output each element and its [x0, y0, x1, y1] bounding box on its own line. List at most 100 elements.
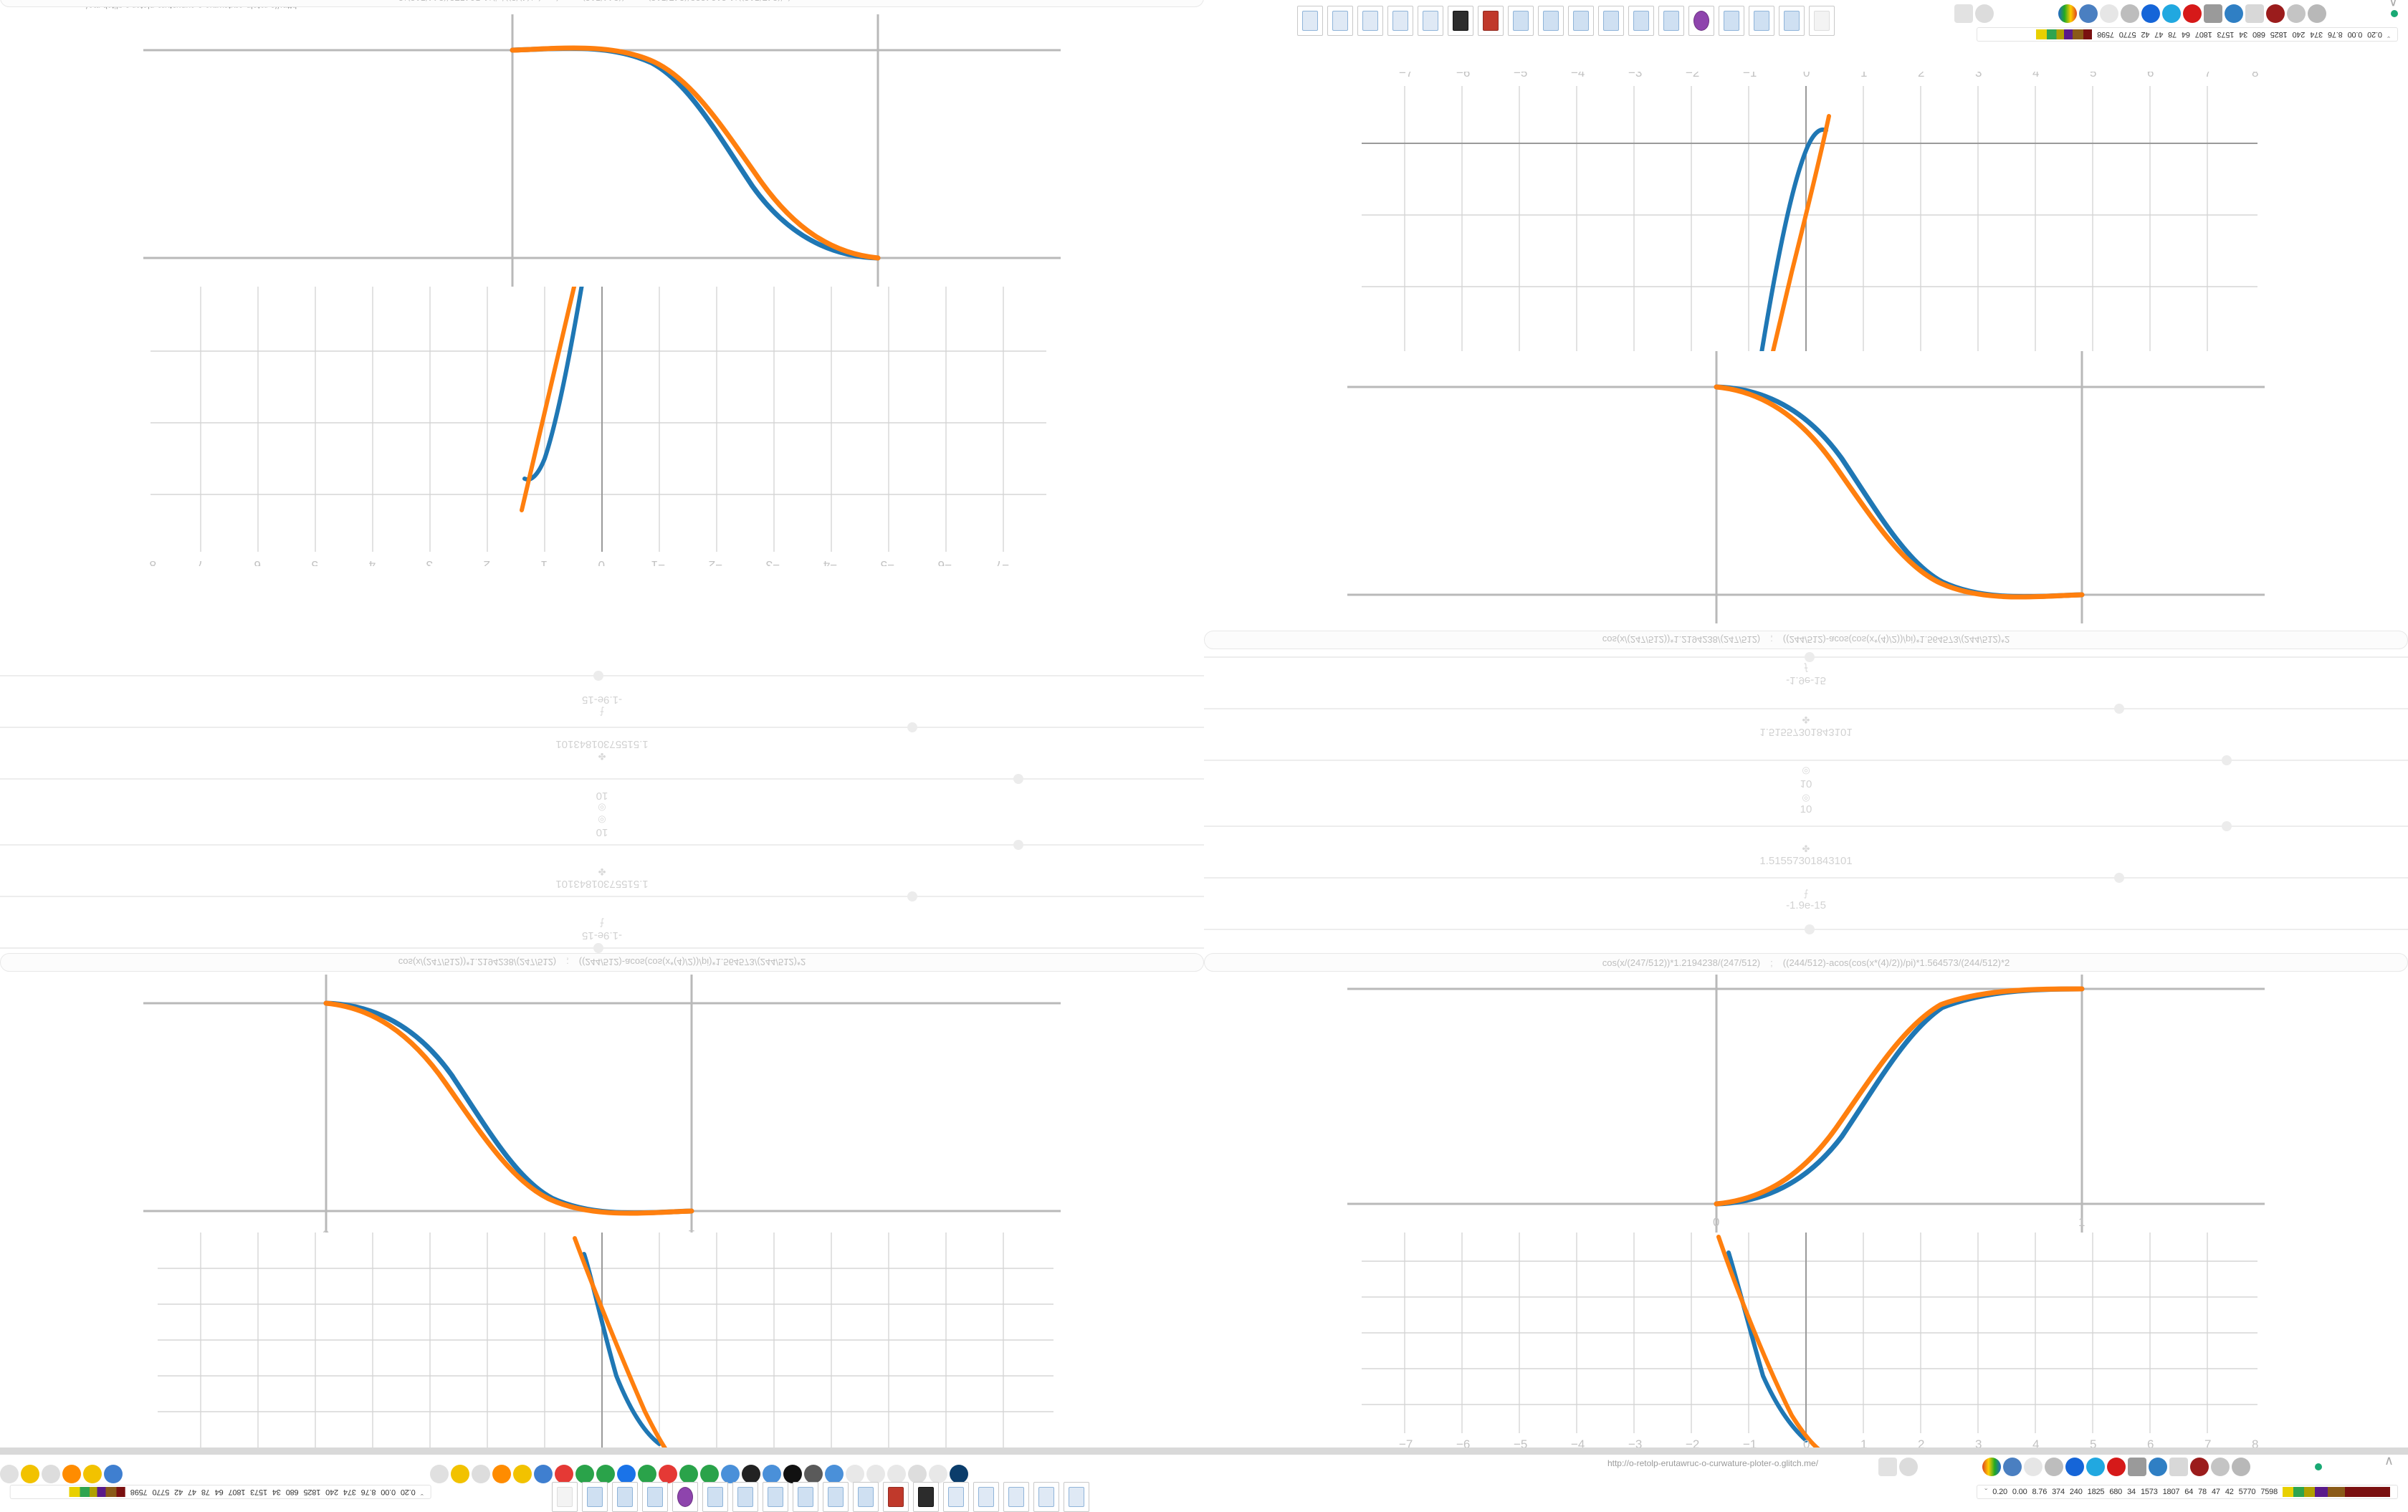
- grid-icon[interactable]: [104, 1465, 123, 1483]
- extension-toolbar-bottom[interactable]: [1878, 1455, 2322, 1479]
- slider-knob[interactable]: [907, 722, 917, 732]
- derivative-plot-br[interactable]: −7 −6 −5 −4 −3 −2 −1 0 1 2 3 4 5 6 7 8: [1347, 1233, 2265, 1462]
- control-row-amplitude[interactable]: 1.51557301843101 ✤: [0, 866, 1204, 890]
- refresh-icon[interactable]: [2017, 4, 2035, 23]
- taskbar-window[interactable]: [823, 1482, 849, 1512]
- taskbar-window-strip[interactable]: [552, 1482, 1089, 1512]
- pacman-icon[interactable]: [617, 1465, 636, 1483]
- shield-icon[interactable]: [2211, 1458, 2230, 1476]
- taskbar-window[interactable]: [732, 1482, 758, 1512]
- trash-icon[interactable]: [2204, 4, 2222, 23]
- taskbar-window[interactable]: [552, 1482, 578, 1512]
- control-row-amplitude-2[interactable]: ✤ 1.51557301843101: [0, 738, 1204, 762]
- sysmon-expand-icon[interactable]: ˇ: [1984, 1487, 1988, 1497]
- slider-knob[interactable]: [593, 671, 603, 681]
- image-icon[interactable]: [451, 1465, 469, 1483]
- plus-circle-icon[interactable]: [2141, 4, 2160, 23]
- download-arrow-icon[interactable]: [2162, 4, 2181, 23]
- target-icon[interactable]: ◎: [598, 803, 606, 813]
- rainbow-icon[interactable]: [2058, 4, 2077, 23]
- slider-knob[interactable]: [1013, 774, 1023, 784]
- pill-icon[interactable]: [2024, 1458, 2042, 1476]
- control-row-count-bottom[interactable]: ◎ 10: [1204, 793, 2408, 815]
- mute-icon[interactable]: [929, 1465, 947, 1483]
- taskbar-window[interactable]: [913, 1482, 939, 1512]
- control-row-epsilon[interactable]: -1.9e-15 ⨍: [0, 918, 1204, 942]
- curvature-plot-tr[interactable]: 0 1: [1347, 351, 2265, 623]
- system-monitor-top[interactable]: ˇ 0.20 0.00 8.76 374 240 1825 680 34 157…: [1977, 27, 2398, 42]
- control-row-count-top[interactable]: 10 ◎: [1204, 766, 2408, 790]
- forward-arrow-icon[interactable]: [1920, 1458, 1939, 1476]
- taskbar-bottom[interactable]: [0, 1462, 123, 1486]
- sun-icon[interactable]: [62, 1465, 81, 1483]
- taskbar-window[interactable]: [853, 1482, 879, 1512]
- slider-knob[interactable]: [1013, 840, 1023, 850]
- mute-icon[interactable]: [887, 1465, 906, 1483]
- cc-icon[interactable]: [908, 1465, 927, 1483]
- controls-left[interactable]: -1.9e-15 ⨍ 1.51557301843101 ✤ 10 ◎ ◎: [0, 652, 1204, 953]
- taskbar-window[interactable]: [672, 1482, 698, 1512]
- slider-5[interactable]: [0, 671, 1204, 681]
- wrench-icon[interactable]: [2349, 4, 2368, 23]
- formula-input-bl[interactable]: cos(x/(247/512))*1.2194238/(247/512) ; (…: [0, 953, 1204, 972]
- control-row-count-top[interactable]: 10 ◎: [0, 815, 1204, 838]
- cog-icon[interactable]: [2121, 4, 2139, 23]
- system-monitor-bottom-left[interactable]: ˇ 0.20 0.00 8.76 374 240 1825 680 34 157…: [10, 1485, 431, 1499]
- integral-icon[interactable]: ⨍: [599, 707, 605, 717]
- control-row-count-bottom[interactable]: ◎ 10: [0, 790, 1204, 813]
- taskbar-window[interactable]: [1033, 1482, 1059, 1512]
- cross-icon[interactable]: ✤: [598, 866, 606, 877]
- slider-4[interactable]: [0, 722, 1204, 732]
- globe-icon[interactable]: [2232, 1458, 2250, 1476]
- target-icon[interactable]: ◎: [1802, 766, 1810, 777]
- cross-icon[interactable]: ✤: [598, 751, 606, 762]
- download-arrow-icon[interactable]: [1962, 1458, 1980, 1476]
- taskbar-window[interactable]: [1064, 1482, 1089, 1512]
- slider-knob[interactable]: [2114, 873, 2124, 883]
- slider-knob[interactable]: [2222, 755, 2232, 765]
- disc-icon[interactable]: [950, 1465, 968, 1483]
- thumbs-up-icon[interactable]: [2328, 4, 2347, 23]
- save-arrow-icon[interactable]: [2037, 4, 2056, 23]
- chrome-collapse-icon-bottom[interactable]: ∧: [2384, 1453, 2394, 1468]
- star-icon[interactable]: [1975, 4, 1994, 23]
- target-icon[interactable]: ◎: [598, 815, 606, 826]
- chrome-icon[interactable]: [638, 1465, 656, 1483]
- slider-3[interactable]: [1204, 821, 2408, 831]
- record-icon[interactable]: [2183, 4, 2202, 23]
- rainbow-icon[interactable]: [1982, 1458, 2001, 1476]
- upload-arrow-icon[interactable]: [2086, 1458, 2105, 1476]
- horizontal-scrollbar[interactable]: [0, 1448, 2408, 1455]
- wave-icon[interactable]: [825, 1465, 844, 1483]
- eye-icon[interactable]: [783, 1465, 802, 1483]
- slider-5[interactable]: [1204, 924, 2408, 934]
- thumbs-up-icon[interactable]: [2252, 1458, 2271, 1476]
- sun-icon[interactable]: [492, 1465, 511, 1483]
- taskbar-window[interactable]: [1003, 1482, 1029, 1512]
- taskbar-window[interactable]: [642, 1482, 668, 1512]
- slider-knob[interactable]: [907, 891, 917, 901]
- slider-1[interactable]: [0, 891, 1204, 901]
- integral-icon[interactable]: ⨍: [1803, 663, 1809, 674]
- cc-icon[interactable]: [472, 1465, 490, 1483]
- record-icon[interactable]: [2107, 1458, 2126, 1476]
- translate-icon[interactable]: [1954, 4, 1973, 23]
- integral-icon[interactable]: ⨍: [1803, 888, 1809, 899]
- bookmark-icon[interactable]: [2079, 4, 2098, 23]
- hourglass-icon[interactable]: [430, 1465, 449, 1483]
- controls-right[interactable]: -1.9e-15 ⨍ 1.51557301843101 ✤ 10 ◎ ◎: [1204, 652, 2408, 953]
- taskbar-window[interactable]: [793, 1482, 818, 1512]
- back-arrow-icon[interactable]: [1996, 4, 2015, 23]
- battery-icon[interactable]: [2245, 4, 2264, 23]
- network-icon[interactable]: [2225, 4, 2243, 23]
- trash-icon[interactable]: [2128, 1458, 2146, 1476]
- curvature-plot-bl[interactable]: 0 1: [143, 975, 1061, 1247]
- sysmon-expand-icon[interactable]: ˇ: [420, 1487, 424, 1497]
- globe-icon[interactable]: [2308, 4, 2326, 23]
- integral-icon[interactable]: ⨍: [599, 918, 605, 929]
- pill-icon[interactable]: [2100, 4, 2118, 23]
- cog-icon[interactable]: [2045, 1458, 2063, 1476]
- network-icon[interactable]: [2149, 1458, 2167, 1476]
- taskbar-window[interactable]: [883, 1482, 909, 1512]
- star-icon[interactable]: [1899, 1458, 1918, 1476]
